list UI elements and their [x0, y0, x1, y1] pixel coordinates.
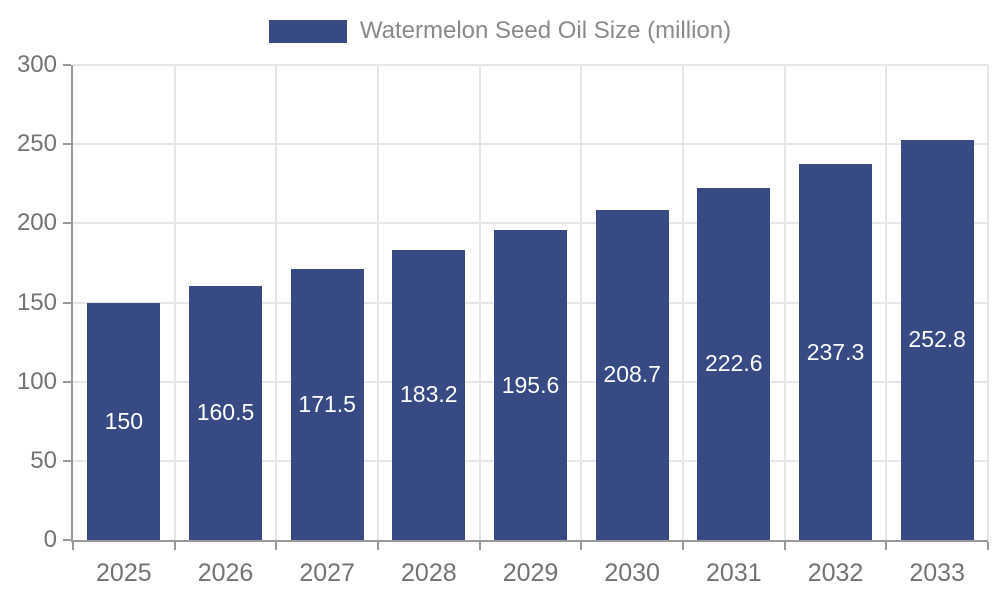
y-tick-label: 250 [16, 130, 57, 158]
x-axis-tick [987, 542, 989, 550]
y-tick-label: 100 [16, 367, 57, 395]
plot-area: 0 50 100 150 200 250 300 150 2025 160.5 2026 171.5 2… [17, 53, 989, 586]
bar-value-label: 252.8 [908, 326, 966, 353]
y-axis-tick [63, 380, 71, 383]
gridline-horizontal [73, 222, 988, 225]
x-tick-label-2033: 2033 [909, 559, 965, 587]
gridline-vertical [682, 65, 684, 540]
gridline-horizontal [73, 143, 988, 146]
gridline-vertical [885, 65, 888, 540]
gridline-vertical [275, 65, 278, 540]
bar-value-label: 160.5 [196, 399, 255, 426]
x-axis-tick [783, 542, 786, 550]
y-axis-tick [63, 222, 71, 225]
y-tick-label: 150 [16, 288, 57, 316]
gridline-vertical [987, 65, 989, 540]
x-axis-tick [72, 542, 74, 550]
x-axis-tick [580, 542, 583, 550]
bar-2027[interactable]: 171.5 [290, 268, 364, 540]
x-axis-tick [377, 542, 379, 550]
bar-value-label: 183.2 [400, 381, 458, 408]
y-tick-label: 0 [43, 526, 57, 553]
bar-2031[interactable]: 222.6 [697, 187, 771, 540]
gridline-vertical [377, 65, 379, 540]
bar-value-label: 208.7 [603, 361, 661, 388]
bar-value-label: 150 [104, 407, 143, 434]
bar-value-label: 171.5 [298, 390, 356, 417]
bar-value-label: 222.6 [705, 350, 763, 377]
x-tick-label-2025: 2025 [96, 559, 152, 587]
gridline-vertical [580, 65, 583, 540]
bar-2030[interactable]: 208.7 [595, 209, 669, 540]
y-axis-tick [63, 143, 71, 146]
y-tick-label: 300 [16, 51, 57, 78]
y-axis-line [71, 65, 73, 540]
x-tick-label-2029: 2029 [502, 559, 559, 587]
bar-2026[interactable]: 160.5 [189, 285, 262, 540]
y-axis-tick [63, 459, 71, 462]
y-axis-tick [63, 539, 71, 541]
y-tick-label: 200 [16, 209, 57, 237]
x-tick-label-2032: 2032 [807, 559, 864, 587]
gridline-horizontal [73, 64, 988, 66]
bar-2028[interactable]: 183.2 [392, 249, 466, 540]
bar-value-label: 195.6 [501, 371, 560, 398]
x-tick-label-2031: 2031 [706, 559, 762, 587]
y-axis-tick [63, 64, 71, 66]
bar-2032[interactable]: 237.3 [799, 164, 872, 540]
x-axis-tick [885, 542, 888, 550]
y-axis-tick [63, 301, 71, 304]
x-axis-tick [173, 542, 176, 550]
x-axis-line [71, 540, 988, 542]
bar-2025[interactable]: 150 [87, 302, 161, 540]
x-tick-label-2030: 2030 [604, 559, 660, 587]
x-tick-label-2026: 2026 [197, 559, 254, 587]
legend-swatch [268, 19, 347, 43]
bar-value-label: 237.3 [806, 338, 865, 365]
x-axis-tick [478, 542, 481, 550]
bar-2029[interactable]: 195.6 [494, 230, 567, 540]
x-axis-tick [275, 542, 278, 550]
x-axis-tick [682, 542, 684, 550]
legend[interactable]: Watermelon Seed Oil Size (million) [0, 17, 1000, 46]
x-tick-label-2028: 2028 [401, 559, 457, 587]
gridline-vertical [173, 65, 176, 540]
bar-2033[interactable]: 252.8 [900, 139, 974, 540]
y-tick-label: 50 [30, 446, 57, 474]
legend-label: Watermelon Seed Oil Size (million) [359, 17, 732, 44]
gridline-vertical [783, 65, 786, 540]
gridline-vertical [478, 65, 481, 540]
x-tick-label-2027: 2027 [299, 559, 355, 587]
